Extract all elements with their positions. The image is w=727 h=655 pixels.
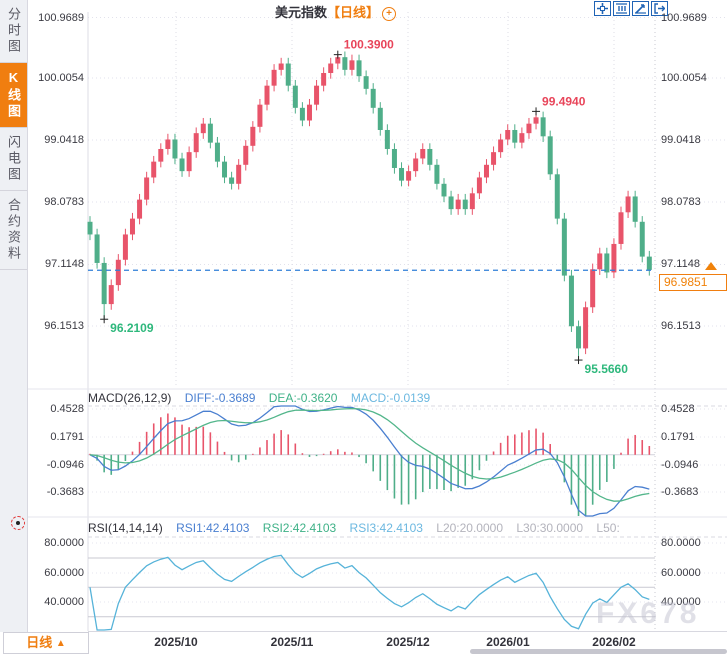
sidebar-tab-contract-info[interactable]: 合约资料 <box>0 191 27 270</box>
price-tick-label: 100.0054 <box>38 72 84 84</box>
rsi-params: RSI(14,14,14) <box>88 521 163 535</box>
price-annotation: 95.5660 <box>585 362 629 376</box>
measure-icon[interactable] <box>613 1 630 16</box>
macd-tick-label: 0.4528 <box>50 403 84 415</box>
rsi-tick-label: 60.0000 <box>661 567 701 579</box>
sidebar-tab-label: 闪电图 <box>6 135 21 183</box>
price-tick-label: 98.0783 <box>661 196 701 208</box>
rsi3-value: RSI3:42.4103 <box>349 521 423 535</box>
macd-params: MACD(26,12,9) <box>88 391 172 405</box>
price-tick-label: 98.0783 <box>44 196 84 208</box>
rsi1-value: RSI1:42.4103 <box>176 521 250 535</box>
current-price-badge: 96.9851 <box>659 274 727 291</box>
export-icon[interactable] <box>651 1 668 16</box>
sidebar-tab-kline-chart[interactable]: K线图 <box>0 63 27 128</box>
sidebar-tab-label: K线图 <box>6 70 21 120</box>
sidebar-tab-label: 分时图 <box>6 7 21 55</box>
period-selector-button[interactable]: 日线 ▲ <box>3 632 89 654</box>
rsi-tick-label: 40.0000 <box>661 596 701 608</box>
trendline-icon[interactable] <box>632 1 649 16</box>
rsi-l30-value: L30:30.0000 <box>516 521 584 535</box>
current-price-arrow-icon <box>705 262 717 270</box>
time-axis-label: 2026/01 <box>486 635 530 649</box>
price-tick-label: 100.0054 <box>661 72 707 84</box>
rsi-l20-value: L20:20.0000 <box>436 521 503 535</box>
price-tick-label: 96.1513 <box>661 320 701 332</box>
sidebar-tab-lightning-chart[interactable]: 闪电图 <box>0 128 27 191</box>
locate-target-icon[interactable] <box>11 516 25 530</box>
sidebar-tab-label: 合约资料 <box>6 198 21 262</box>
price-tick-label: 96.1513 <box>44 320 84 332</box>
macd-tick-label: -0.3683 <box>46 486 84 498</box>
period-tag: 【日线】 <box>327 5 380 20</box>
price-annotation: 99.4940 <box>542 94 586 108</box>
symbol-name: 美元指数 <box>275 5 328 20</box>
circle-plus-icon[interactable]: + <box>382 7 397 21</box>
crosshair-icon[interactable] <box>594 1 611 16</box>
rsi-tick-label: 60.0000 <box>44 567 84 579</box>
rsi2-value: RSI2:42.4103 <box>262 521 337 535</box>
sidebar: 分时图 K线图 闪电图 合约资料 <box>0 0 28 632</box>
macd-tick-label: 0.4528 <box>661 403 695 415</box>
sidebar-tab-time-chart[interactable]: 分时图 <box>0 0 27 63</box>
time-axis-label: 2025/11 <box>270 635 314 649</box>
chart-title: 美元指数【日线】 + <box>275 2 397 21</box>
macd-hist-value: MACD:-0.0139 <box>350 391 431 405</box>
time-axis-label: 2025/12 <box>386 635 430 649</box>
chart-toolbar <box>594 1 668 16</box>
time-axis-divider <box>88 631 727 632</box>
rsi-tick-label: 40.0000 <box>44 596 84 608</box>
macd-tick-label: 0.1791 <box>661 431 695 443</box>
price-tick-label: 100.9689 <box>661 12 707 24</box>
rsi-header: RSI(14,14,14) RSI1:42.4103 RSI2:42.4103 … <box>88 521 630 535</box>
macd-tick-label: -0.3683 <box>661 486 699 498</box>
price-tick-label: 100.9689 <box>38 12 84 24</box>
price-tick-label: 97.1148 <box>661 258 700 270</box>
period-selector-label: 日线 <box>26 635 53 650</box>
time-axis-label: 2025/10 <box>154 635 198 649</box>
macd-tick-label: -0.0946 <box>46 459 84 471</box>
watermark: FX678 <box>596 597 700 630</box>
macd-dea-value: DEA:-0.3620 <box>268 391 338 405</box>
macd-header: MACD(26,12,9) DIFF:-0.3689 DEA:-0.3620 M… <box>88 391 440 405</box>
time-axis-label: 2026/02 <box>592 635 636 649</box>
rsi-tick-label: 80.0000 <box>661 537 701 549</box>
rsi-tick-label: 80.0000 <box>44 537 84 549</box>
horizontal-scrollbar-thumb[interactable] <box>470 649 727 654</box>
macd-tick-label: 0.1791 <box>50 431 84 443</box>
rsi-l50-value: L50: <box>596 521 620 535</box>
price-annotation: 96.2109 <box>110 321 154 335</box>
macd-diff-value: DIFF:-0.3689 <box>184 391 256 405</box>
chevron-up-icon: ▲ <box>55 638 66 649</box>
price-tick-label: 97.1148 <box>45 258 84 270</box>
price-tick-label: 99.0418 <box>661 134 701 146</box>
price-tick-label: 99.0418 <box>44 134 84 146</box>
macd-tick-label: -0.0946 <box>661 459 699 471</box>
price-annotation: 100.3900 <box>344 38 394 52</box>
